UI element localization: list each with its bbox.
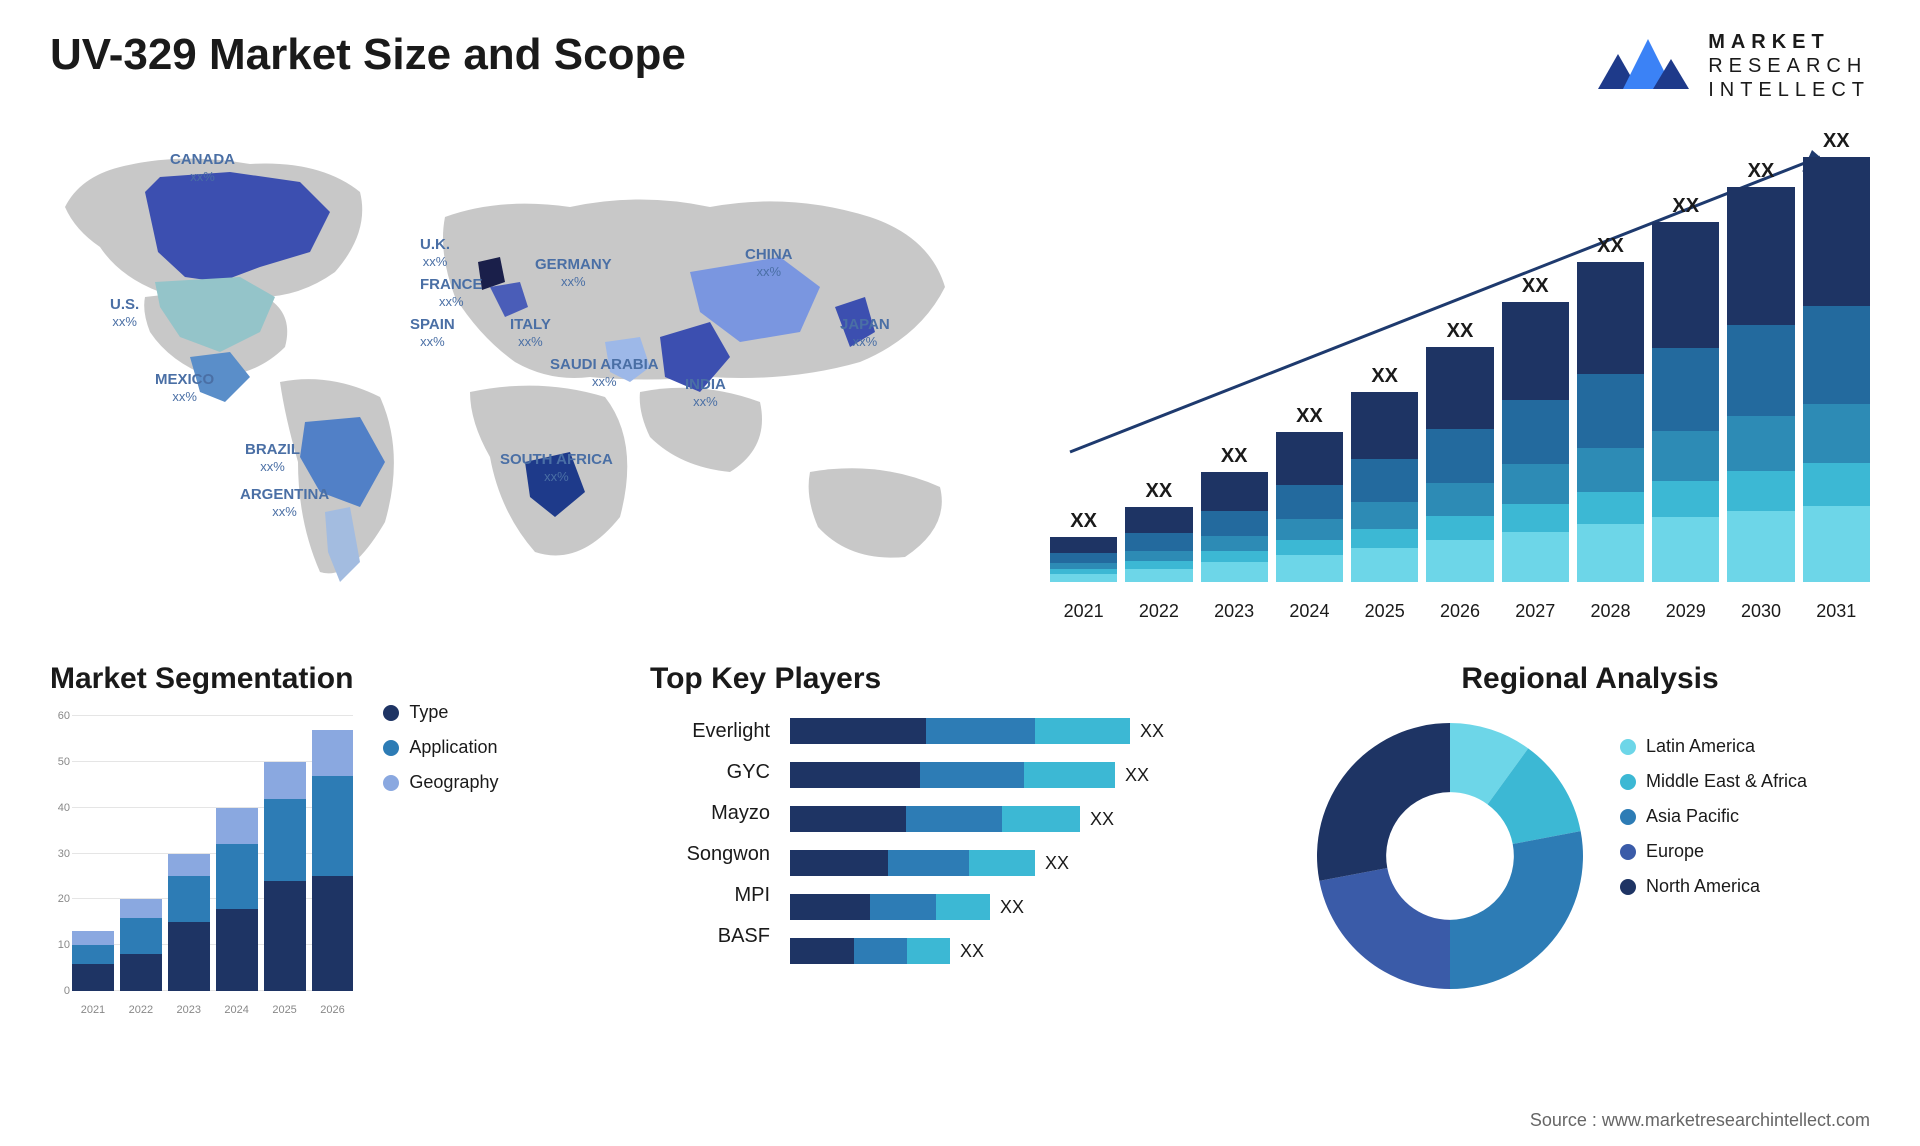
regional-donut <box>1310 716 1590 996</box>
page-title: UV-329 Market Size and Scope <box>50 30 686 80</box>
growth-bar: XX <box>1351 365 1418 582</box>
map-label: MEXICOxx% <box>155 372 214 405</box>
legend-item: Type <box>383 702 610 723</box>
player-name: Everlight <box>650 720 770 743</box>
player-name: GYC <box>650 761 770 784</box>
regional-legend: Latin America Middle East & Africa Asia Pa… <box>1620 716 1870 996</box>
segmentation-legend: Type Application Geography <box>383 662 610 1042</box>
segmentation-title: Market Segmentation <box>50 662 353 696</box>
seg-bar <box>216 808 258 991</box>
player-bar: XX <box>790 718 1270 744</box>
growth-bar: XX <box>1201 445 1268 582</box>
seg-bar <box>312 730 354 991</box>
player-name: Songwon <box>650 843 770 866</box>
player-bar: XX <box>790 762 1270 788</box>
growth-bar: XX <box>1652 195 1719 582</box>
player-bar: XX <box>790 938 1270 964</box>
segmentation-chart: 0102030405060 202120222023202420252026 <box>50 716 353 1016</box>
segmentation-panel: Market Segmentation 0102030405060 202120… <box>50 662 610 1042</box>
legend-item: Middle East & Africa <box>1620 771 1870 792</box>
player-bar: XX <box>790 806 1270 832</box>
seg-bar <box>264 762 306 991</box>
legend-item: Geography <box>383 772 610 793</box>
player-bar: XX <box>790 894 1270 920</box>
growth-bar: XX <box>1502 275 1569 582</box>
logo-text: MARKET RESEARCH INTELLECT <box>1708 30 1870 102</box>
source-text: Source : www.marketresearchintellect.com <box>1530 1110 1870 1131</box>
map-label: ITALYxx% <box>510 317 551 350</box>
players-panel: Top Key Players Everlight GYC Mayzo Songwon… <box>650 662 1270 1042</box>
map-label: INDIAxx% <box>685 377 726 410</box>
players-bars: XX XX XX XX XX XX <box>790 716 1270 964</box>
seg-bar <box>168 854 210 991</box>
players-names: Everlight GYC Mayzo Songwon MPI BASF <box>650 716 770 964</box>
player-bar: XX <box>790 850 1270 876</box>
player-name: BASF <box>650 925 770 948</box>
legend-item: Latin America <box>1620 736 1870 757</box>
growth-bar: XX <box>1125 480 1192 582</box>
player-name: Mayzo <box>650 802 770 825</box>
map-label: SPAINxx% <box>410 317 455 350</box>
map-label: GERMANYxx% <box>535 257 612 290</box>
logo-mark-icon <box>1593 34 1693 99</box>
player-name: MPI <box>650 884 770 907</box>
map-label: JAPANxx% <box>840 317 890 350</box>
growth-bar: XX <box>1727 160 1794 582</box>
growth-bar: XX <box>1050 510 1117 582</box>
map-label: SAUDI ARABIAxx% <box>550 357 659 390</box>
seg-bar <box>72 931 114 991</box>
map-label: FRANCExx% <box>420 277 483 310</box>
map-label: BRAZILxx% <box>245 442 300 475</box>
map-label: CHINAxx% <box>745 247 793 280</box>
legend-item: Application <box>383 737 610 758</box>
regional-panel: Regional Analysis Latin America Middle Ea… <box>1310 662 1870 1042</box>
players-title: Top Key Players <box>650 662 1270 696</box>
growth-bar: XX <box>1426 320 1493 582</box>
seg-bar <box>120 899 162 991</box>
growth-bar: XX <box>1276 405 1343 582</box>
world-map: CANADAxx% U.S.xx% MEXICOxx% BRAZILxx% ARGENT… <box>50 122 1010 622</box>
map-label: SOUTH AFRICAxx% <box>500 452 613 485</box>
regional-title: Regional Analysis <box>1310 662 1870 696</box>
growth-bar: XX <box>1803 130 1870 582</box>
map-label: CANADAxx% <box>170 152 235 185</box>
map-label: ARGENTINAxx% <box>240 487 329 520</box>
map-label: U.K.xx% <box>420 237 450 270</box>
growth-bar: XX <box>1577 235 1644 582</box>
logo: MARKET RESEARCH INTELLECT <box>1593 30 1870 102</box>
map-label: U.S.xx% <box>110 297 139 330</box>
legend-item: North America <box>1620 876 1870 897</box>
growth-chart: XXXXXXXXXXXXXXXXXXXXXX 20212022202320242… <box>1050 122 1870 622</box>
legend-item: Asia Pacific <box>1620 806 1870 827</box>
legend-item: Europe <box>1620 841 1870 862</box>
